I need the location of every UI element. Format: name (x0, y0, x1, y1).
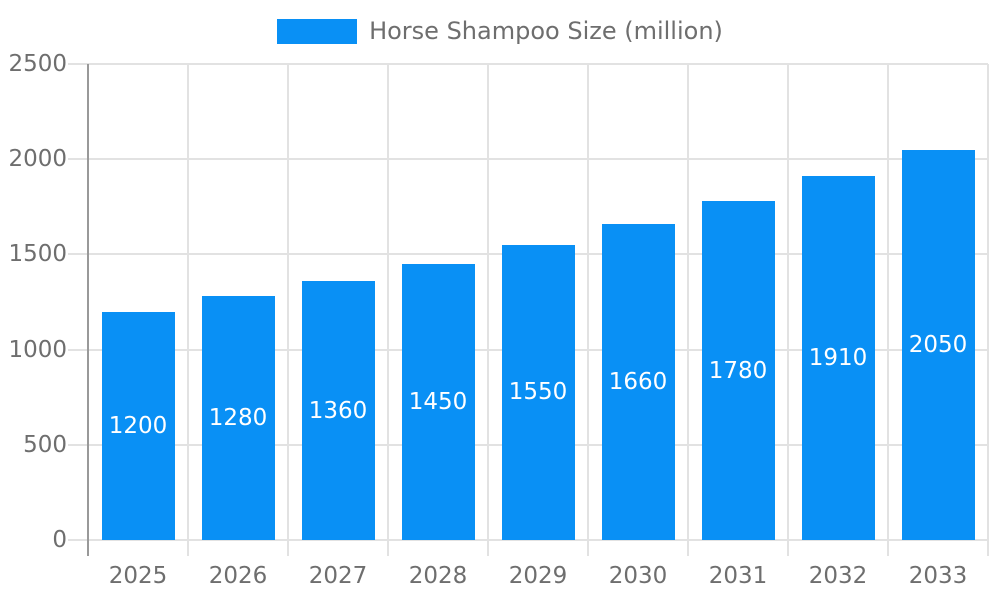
x-tick (387, 540, 389, 556)
x-gridline (987, 64, 989, 540)
bar-2030 (601, 223, 675, 540)
x-tick-label: 2027 (308, 563, 368, 589)
x-gridline (387, 64, 389, 540)
x-tick (287, 540, 289, 556)
y-gridline (68, 63, 988, 65)
y-gridline (68, 158, 988, 161)
x-tick (987, 540, 989, 556)
x-tick (887, 540, 889, 556)
bar-2029 (501, 244, 575, 540)
y-gridline (68, 539, 988, 541)
bar-value-label: 1360 (308, 397, 368, 424)
y-tick-label: 2000 (8, 146, 67, 173)
y-tick-label: 1500 (8, 241, 67, 268)
bar-2026 (201, 296, 275, 540)
bar-2027 (301, 281, 375, 540)
x-tick (487, 540, 489, 556)
x-gridline (587, 64, 589, 540)
legend-swatch (277, 18, 358, 44)
x-tick-label: 2025 (108, 563, 168, 589)
x-tick-label: 2033 (908, 563, 968, 589)
x-tick-label: 2030 (608, 563, 668, 589)
bar-2032 (801, 176, 875, 540)
bar-value-label: 1280 (208, 405, 268, 432)
x-tick-label: 2032 (808, 563, 868, 589)
bar-value-label: 1550 (508, 379, 568, 406)
legend[interactable]: Horse Shampoo Size (million) (0, 14, 1000, 48)
bar-value-label: 1910 (808, 345, 868, 372)
x-tick-label: 2028 (408, 563, 468, 589)
x-tick-label: 2029 (508, 563, 568, 589)
y-tick-label: 500 (23, 431, 67, 458)
bar-value-label: 2050 (908, 331, 968, 358)
y-axis-line (87, 64, 89, 556)
bar-value-label: 1200 (108, 412, 168, 439)
x-tick (687, 540, 689, 556)
y-tick-label: 2500 (8, 51, 67, 77)
x-tick-label: 2026 (208, 563, 268, 589)
x-tick (187, 540, 189, 556)
x-tick (787, 540, 789, 556)
bar-value-label: 1660 (608, 368, 668, 395)
x-gridline (887, 64, 889, 540)
x-gridline (787, 64, 789, 540)
bar-value-label: 1780 (708, 357, 768, 384)
x-gridline (187, 64, 189, 540)
x-gridline (687, 64, 689, 540)
plot-area: 1200 1280 1360 1450 1550 1660 1780 1910 2050 (68, 63, 989, 556)
x-tick-label: 2031 (708, 563, 768, 589)
bar-value-label: 1450 (408, 388, 468, 415)
x-gridline (487, 64, 489, 540)
x-gridline (287, 64, 289, 540)
bar-2033 (901, 149, 975, 540)
bar-2025 (101, 311, 175, 540)
y-tick-label: 1000 (8, 336, 67, 363)
bar-2031 (701, 201, 775, 540)
y-tick-label: 0 (52, 527, 67, 553)
bar-2028 (401, 263, 475, 540)
x-tick (587, 540, 589, 556)
legend-label: Horse Shampoo Size (million) (369, 17, 723, 45)
